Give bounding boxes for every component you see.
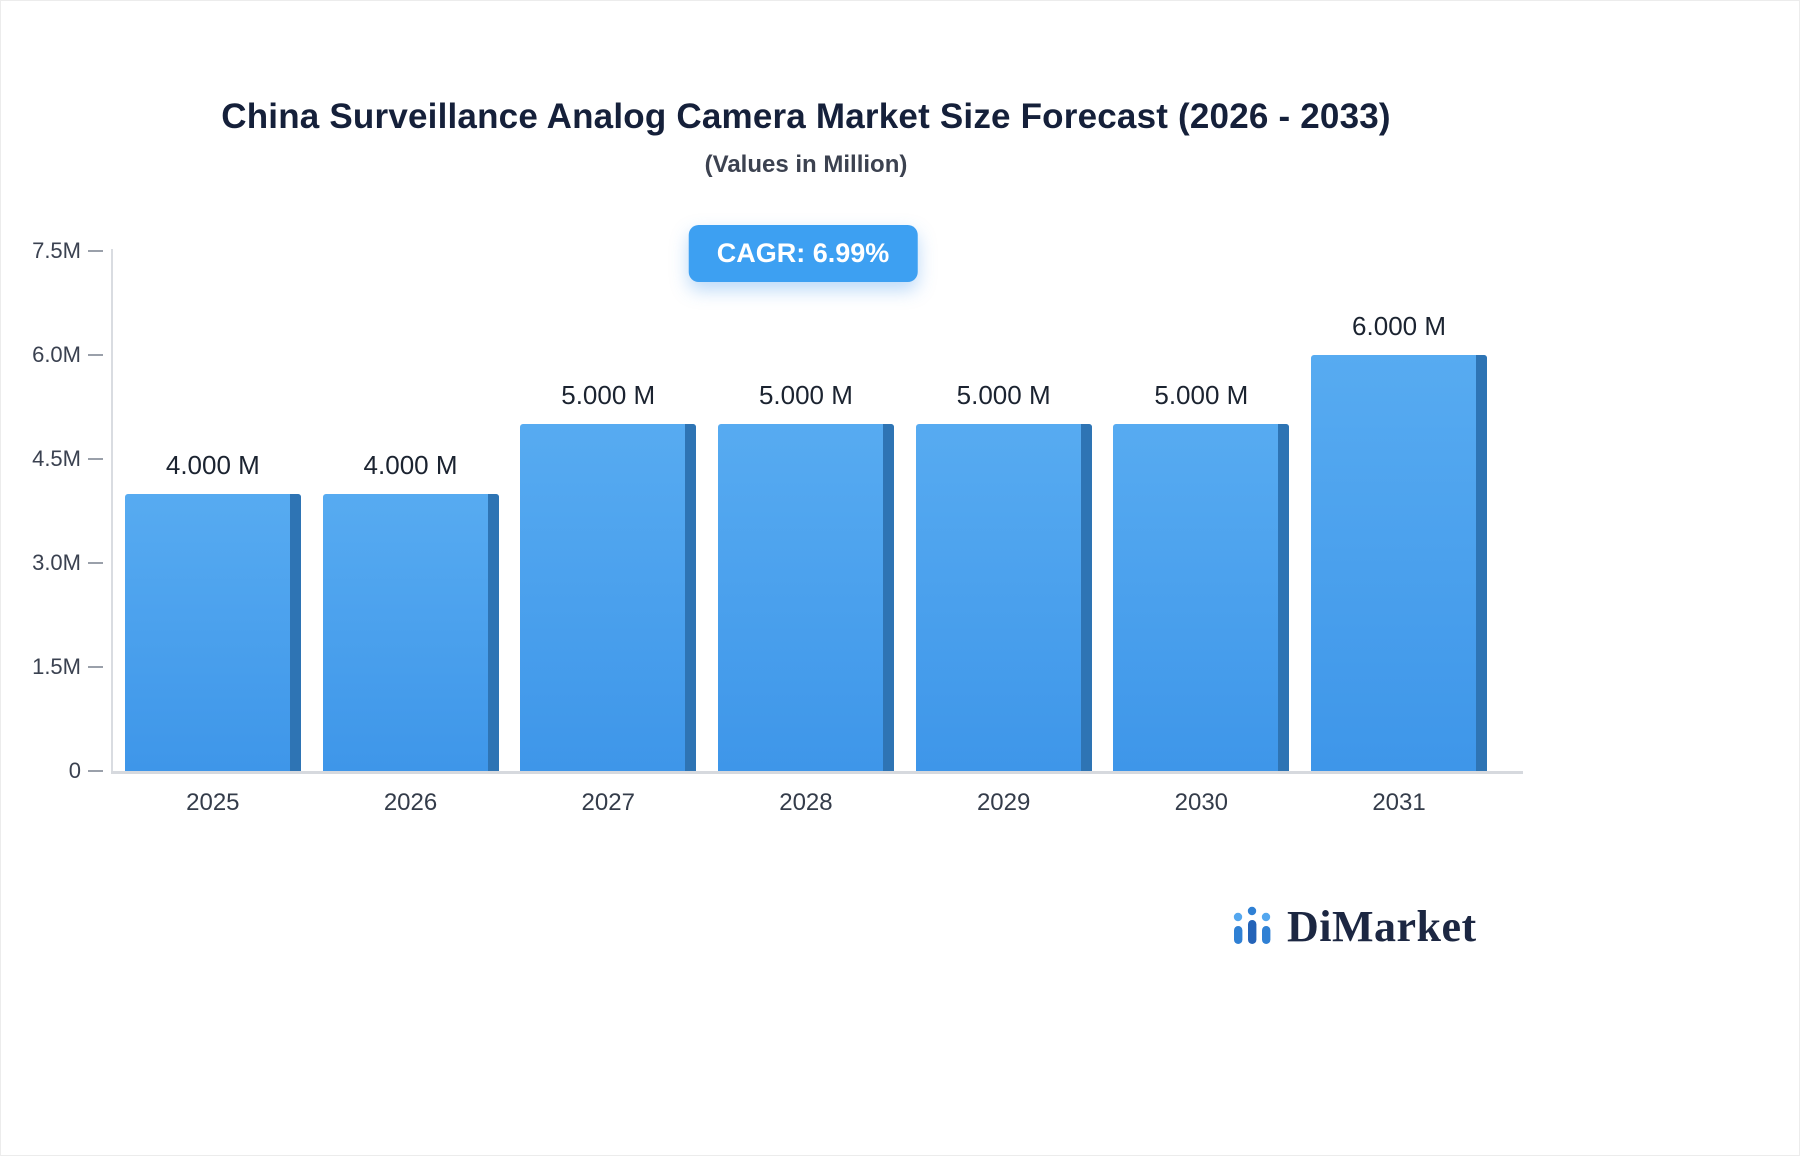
bar-value-label: 5.000 M [758, 380, 853, 411]
bar-2025 [124, 493, 301, 772]
bar-value-label: 4.000 M [363, 449, 458, 480]
bar-2031 [1311, 355, 1488, 771]
bar-value-label: 4.000 M [165, 449, 260, 480]
y-axis-tick-label: 7.5M [32, 238, 81, 263]
y-axis-tick-label: 1.5M [32, 654, 81, 679]
bar-2027 [520, 424, 697, 771]
dimarket-logo-icon [1233, 906, 1271, 944]
bar-2029 [915, 424, 1092, 771]
y-axis-line [111, 249, 113, 773]
bar-2028 [717, 424, 894, 771]
y-axis-tick-label: 4.5M [32, 446, 81, 471]
y-axis-tick-label: 3.0M [32, 550, 81, 575]
y-axis-tick-mark [88, 250, 103, 252]
x-axis-line [111, 771, 1523, 774]
x-axis-category-label: 2028 [779, 789, 833, 816]
y-axis-tick-label: 0 [68, 758, 81, 783]
bar-value-label: 6.000 M [1352, 311, 1446, 341]
bar-value-label: 5.000 M [1154, 380, 1249, 411]
x-axis-category-label: 2027 [581, 789, 635, 816]
bar-value-label: 5.000 M [956, 380, 1051, 411]
x-axis-category-label: 2031 [1372, 789, 1426, 816]
y-axis-tick-label: 6.0M [32, 342, 81, 367]
bar-2026 [322, 493, 499, 772]
bar-2030 [1113, 424, 1290, 771]
y-axis-tick-mark [88, 770, 103, 772]
brand-logo: DiMarket [1229, 901, 1477, 952]
chart-subtitle: (Values in Million) [704, 151, 908, 178]
brand-logo-text: DiMarket [1287, 902, 1477, 951]
y-axis-tick-mark [88, 458, 103, 460]
chart-title: China Surveillance Analog Camera Market … [221, 97, 1391, 136]
bar-value-label: 5.000 M [561, 380, 656, 411]
cagr-badge: CAGR: 6.99% [688, 225, 918, 282]
y-axis-tick-mark [88, 666, 103, 668]
x-axis-category-label: 2026 [383, 789, 438, 816]
y-axis-tick-mark [88, 562, 103, 564]
x-axis-category-label: 2029 [976, 789, 1031, 816]
x-axis-category-label: 2025 [186, 789, 240, 816]
x-axis-category-label: 2030 [1174, 789, 1229, 816]
y-axis-tick-mark [88, 354, 103, 356]
